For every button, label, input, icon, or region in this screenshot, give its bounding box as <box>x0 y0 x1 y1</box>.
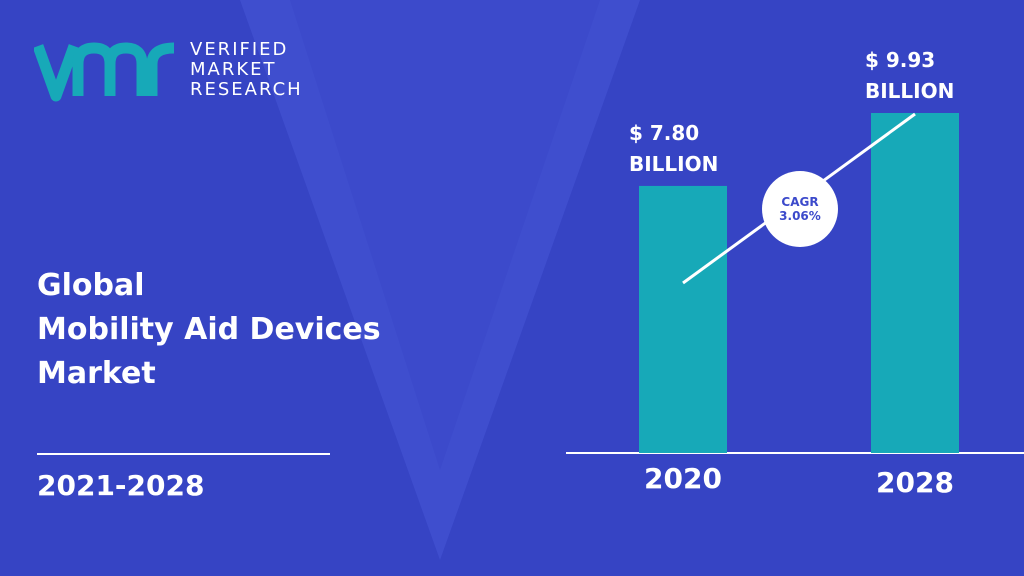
brand-line-1: VERIFIED <box>190 39 289 60</box>
bar-2020 <box>639 185 727 453</box>
forecast-period: 2021-2028 <box>37 469 205 502</box>
bar-value-label-2020: $ 7.80 BILLION <box>629 118 718 180</box>
market-title: Global Mobility Aid Devices Market <box>37 264 381 396</box>
cagr-label: CAGR <box>781 195 819 209</box>
value-amount: $ 7.80 <box>629 120 700 145</box>
cagr-badge: CAGR 3.06% <box>762 171 838 247</box>
value-unit: BILLION <box>629 151 719 176</box>
title-line-3: Market <box>37 356 156 391</box>
title-line-1: Global <box>37 268 145 303</box>
brand-line-3: RESEARCH <box>190 79 303 100</box>
category-label-2028: 2028 <box>876 466 954 499</box>
title-line-2: Mobility Aid Devices <box>37 312 381 347</box>
category-label-2020: 2020 <box>644 462 722 495</box>
title-divider <box>37 453 330 455</box>
value-amount: $ 9.93 <box>865 48 936 72</box>
bar-value-label-2028: $ 9.93 BILLION <box>865 45 954 107</box>
brand-line-2: MARKET <box>190 59 277 80</box>
value-unit: BILLION <box>865 79 955 103</box>
cagr-value: 3.06% <box>779 209 821 223</box>
bar-2028 <box>871 113 959 453</box>
vmr-logo-icon <box>34 42 175 102</box>
brand-name: VERIFIED MARKET RESEARCH <box>190 40 303 100</box>
